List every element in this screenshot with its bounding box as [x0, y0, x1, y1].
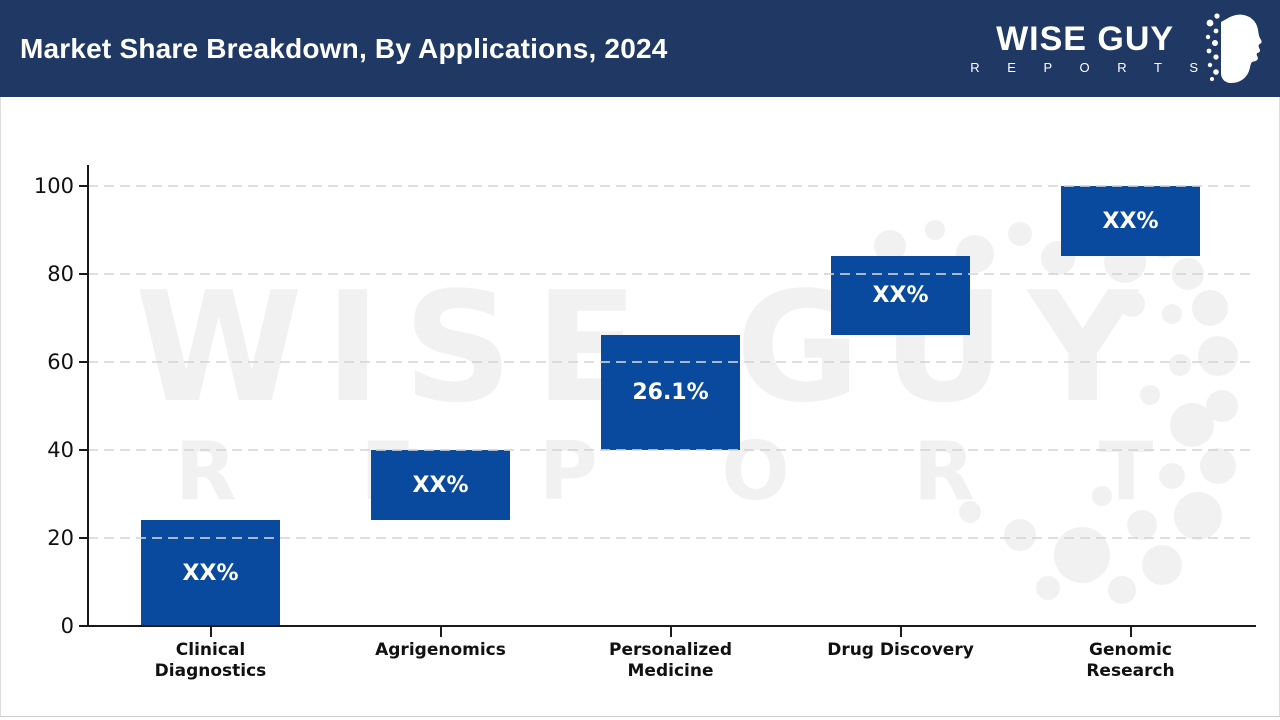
logo-name: WISE GUY: [996, 20, 1175, 58]
y-tick-mark: [79, 185, 88, 187]
bar-4: XX%: [831, 256, 970, 336]
y-tick-label: 40: [47, 438, 74, 462]
gridline-40: [88, 449, 1255, 451]
y-tick-mark: [79, 625, 88, 627]
y-tick-label: 0: [60, 614, 74, 638]
y-tick-label: 60: [47, 350, 74, 374]
x-tick-mark: [899, 627, 902, 637]
logo-text: WISE GUY R E P O R T S: [960, 22, 1210, 75]
y-tick-label: 100: [33, 174, 74, 198]
bottom-border: [0, 716, 1280, 717]
x-tick-mark: [439, 627, 442, 637]
x-tick-label: Drug Discovery: [827, 640, 974, 660]
bar-value-label: XX%: [182, 560, 239, 586]
left-border: [0, 97, 1, 716]
y-tick-mark: [79, 449, 88, 451]
wise-guy-logo: WISE GUY R E P O R T S: [960, 9, 1262, 89]
y-tick-label: 80: [47, 262, 74, 286]
bar-value-label: XX%: [1102, 208, 1159, 234]
bar-value-label: XX%: [412, 472, 469, 498]
x-tick-mark: [209, 627, 212, 637]
x-axis-line: [87, 625, 1256, 627]
bar-value-label: XX%: [872, 283, 929, 309]
logo-subtitle: R E P O R T S: [970, 60, 1210, 75]
x-tick-label: Agrigenomics: [375, 640, 506, 660]
bar-value-label: 26.1%: [632, 380, 709, 406]
gridline-60: [88, 361, 1255, 363]
bar-2: XX%: [371, 450, 510, 521]
x-tick-mark: [1129, 627, 1132, 637]
x-tick-label: Personalized Medicine: [609, 640, 732, 681]
gridline-100: [88, 185, 1255, 187]
y-tick-mark: [79, 537, 88, 539]
bar-3: 26.1%: [601, 335, 740, 450]
watermark-face-icon: [820, 210, 1250, 614]
y-tick-mark: [79, 273, 88, 275]
y-axis-line: [87, 165, 89, 626]
gridline-80: [88, 273, 1255, 275]
x-tick-label: Genomic Research: [1086, 640, 1175, 681]
x-tick-mark: [669, 627, 672, 637]
bar-5: XX%: [1061, 186, 1200, 257]
y-tick-label: 20: [47, 526, 74, 550]
logo-face-icon: [1204, 9, 1262, 89]
chart-plot-area: XX% XX% 26.1% XX% XX% 0 20 40 60 80 100 Clinical D…: [0, 97, 1280, 720]
page-title: Market Share Breakdown, By Applications,…: [20, 32, 668, 64]
header-bar: Market Share Breakdown, By Applications,…: [0, 0, 1280, 97]
y-tick-mark: [79, 361, 88, 363]
gridline-20: [88, 537, 1255, 539]
x-tick-label: Clinical Diagnostics: [154, 640, 267, 681]
